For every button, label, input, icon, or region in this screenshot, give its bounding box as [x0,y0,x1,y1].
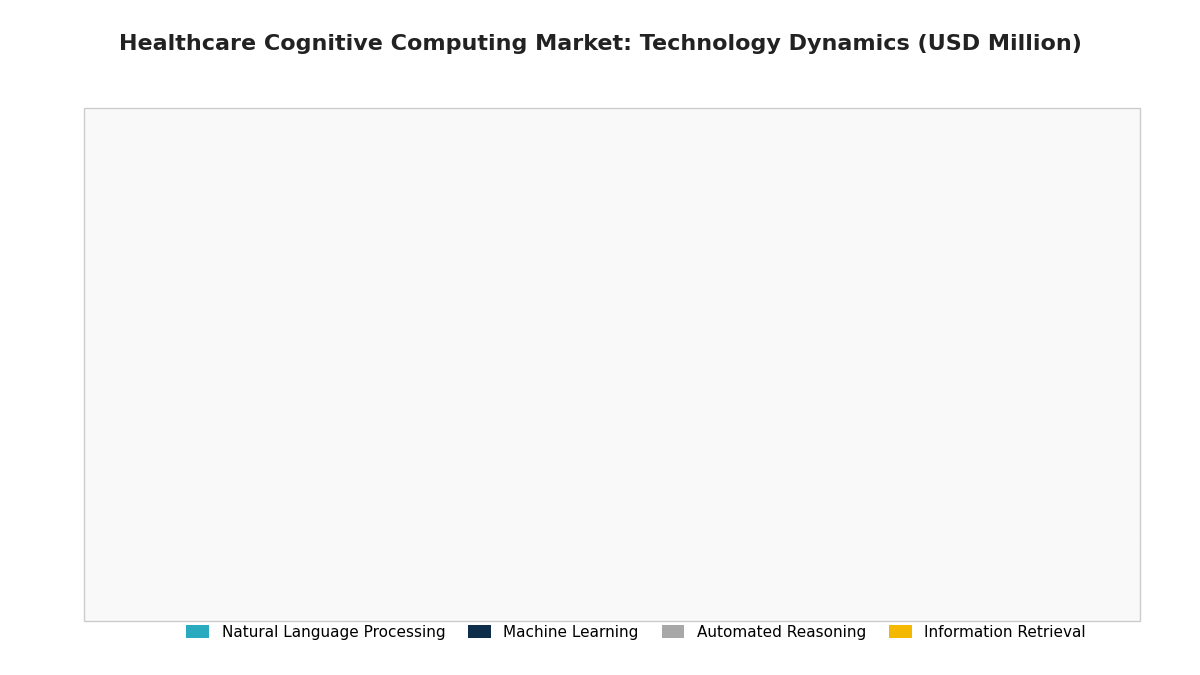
Bar [707,193,786,540]
Bar [486,429,565,540]
Legend: Natural Language Processing, Machine Learning, Automated Reasoning, Information : Natural Language Processing, Machine Lea… [180,618,1092,646]
Bar [400,414,479,540]
Bar [227,232,306,540]
Bar [313,367,392,540]
Text: Healthcare Cognitive Computing Market: Technology Dynamics (USD Million): Healthcare Cognitive Computing Market: T… [119,34,1081,54]
Bar [793,328,872,540]
Bar [966,396,1045,540]
Bar [880,385,959,540]
